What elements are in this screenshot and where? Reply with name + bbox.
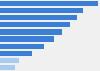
Bar [0,36,54,42]
Bar [0,22,70,27]
Bar [0,44,44,49]
Bar [0,1,98,6]
Bar [0,65,15,70]
Bar [0,58,19,63]
Bar [0,8,83,13]
Bar [0,29,62,35]
Bar [0,15,77,20]
Bar [0,51,32,56]
